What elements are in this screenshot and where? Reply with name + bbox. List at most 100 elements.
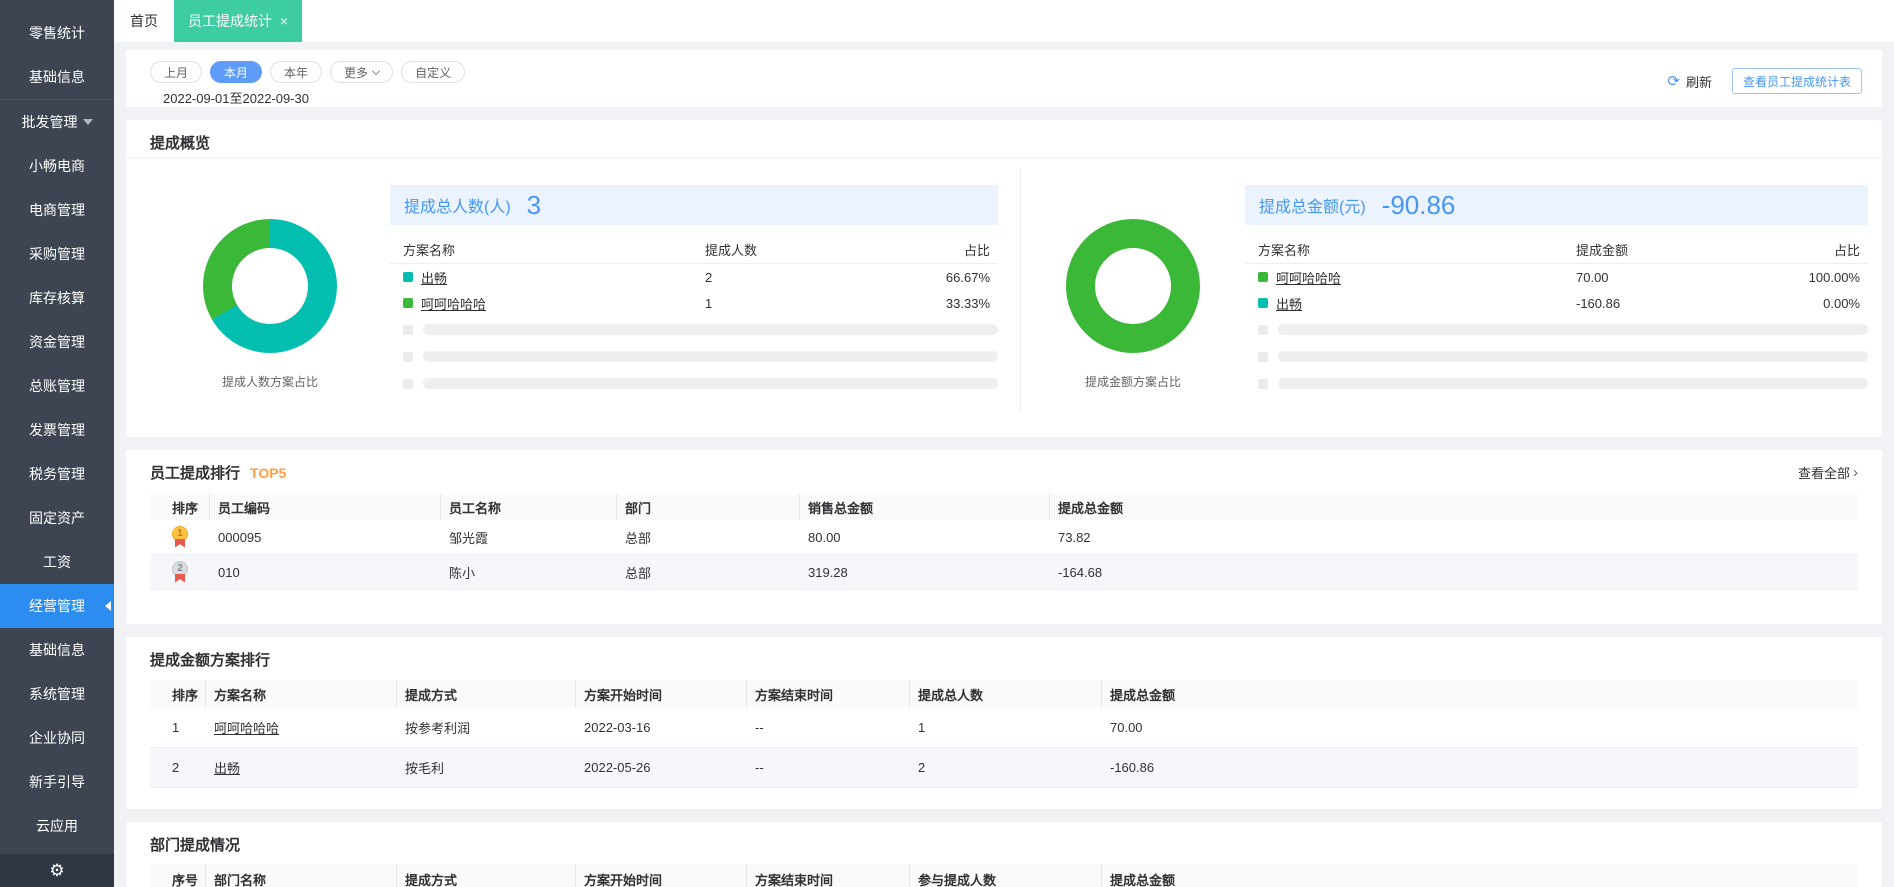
- date-range-text: 2022-09-01至2022-09-30: [163, 91, 309, 106]
- people-stat-label: 提成总人数(人): [404, 199, 511, 216]
- pill-this-year[interactable]: 本年: [270, 61, 323, 83]
- employee-ranking-card: 员工提成排行 TOP5 查看全部 › 排序 员工编码 员工名称 部门 销售总金额…: [126, 450, 1882, 624]
- tab-home[interactable]: 首页: [130, 13, 158, 29]
- view-all-link[interactable]: 查看全部 ›: [1797, 464, 1858, 481]
- sidebar-item-basic-info[interactable]: 基础信息: [29, 642, 85, 658]
- chevron-down-icon: [371, 66, 381, 75]
- filter-actions: ⟳ 刷新 查看员工提成统计表: [1667, 68, 1862, 94]
- table-row: 出畅 2 66.67%: [390, 264, 998, 290]
- sidebar-footer: ⚙: [0, 854, 114, 887]
- table-row: 1 呵呵哈哈哈 按参考利润 2022-03-16 -- 1 70.00: [150, 708, 1858, 748]
- skeleton-row: [1245, 343, 1868, 370]
- people-donut-chart: [203, 219, 337, 353]
- amount-stat-band: 提成总金额(元) -90.86: [1245, 185, 1868, 225]
- amount-stat-label: 提成总金额(元): [1259, 199, 1366, 216]
- sidebar-item-fixed-assets[interactable]: 固定资产: [29, 510, 85, 526]
- table-row: 呵呵哈哈哈 1 33.33%: [390, 290, 998, 316]
- view-commission-table-button[interactable]: 查看员工提成统计表: [1731, 68, 1862, 94]
- chevron-right-icon: ›: [1853, 464, 1858, 481]
- sidebar-item-xiaochang-ecommerce[interactable]: 小畅电商: [29, 158, 85, 174]
- sidebar-item-funds[interactable]: 资金管理: [29, 334, 85, 350]
- close-icon[interactable]: ×: [280, 13, 289, 29]
- skeleton-row: [1245, 370, 1868, 397]
- pill-last-month[interactable]: 上月: [150, 61, 203, 83]
- people-donut-caption: 提成人数方案占比: [221, 375, 318, 389]
- employee-ranking-title: 员工提成排行: [150, 465, 241, 482]
- people-stats-panel: 提成总人数(人) 3 方案名称 提成人数 占比 出畅 2 66.67%: [390, 185, 998, 397]
- date-filter-pills: 上月 本月 本年 更多 自定义: [150, 61, 1862, 83]
- sidebar-item-business-mgmt-active[interactable]: 经营管理: [0, 584, 114, 628]
- sidebar-item-beginner-guide[interactable]: 新手引导: [29, 774, 85, 790]
- table-header-row: 排序 方案名称 提成方式 方案开始时间 方案结束时间 提成总人数 提成总金额: [150, 680, 1858, 708]
- gold-medal-icon: 1: [172, 525, 189, 549]
- top5-badge: TOP5: [250, 464, 287, 481]
- people-stat-band: 提成总人数(人) 3: [390, 185, 998, 225]
- plan-link[interactable]: 呵呵哈哈哈: [214, 721, 280, 736]
- plan-ranking-card: 提成金额方案排行 排序 方案名称 提成方式 方案开始时间 方案结束时间 提成总人…: [126, 637, 1882, 809]
- legend-swatch: [403, 272, 413, 282]
- legend-swatch: [1258, 298, 1268, 308]
- sidebar-item-retail-stats[interactable]: 零售统计: [29, 25, 85, 41]
- sidebar-item-cloud-apps[interactable]: 云应用: [36, 818, 78, 834]
- sidebar-item-ecommerce[interactable]: 电商管理: [29, 202, 85, 218]
- people-plan-table: 方案名称 提成人数 占比 出畅 2 66.67% 呵呵哈哈哈 1 33.: [390, 235, 998, 397]
- skeleton-row: [390, 370, 998, 397]
- plan-ranking-title: 提成金额方案排行: [150, 652, 271, 669]
- table-row: 呵呵哈哈哈 70.00 100.00%: [1245, 264, 1868, 290]
- sidebar-item-wholesale[interactable]: 批发管理: [0, 100, 114, 144]
- skeleton-row: [1245, 316, 1868, 343]
- employee-ranking-table: 排序 员工编码 员工名称 部门 销售总金额 提成总金额 1 000095 邹光霞…: [150, 494, 1858, 590]
- commission-overview-card: 提成概览 提成人数方案占比 提成总人数(人) 3 方案名称 提成人数 占比: [126, 120, 1882, 437]
- table-header-row: 序号 部门名称 提成方式 方案开始时间 方案结束时间 参与提成人数 提成总金额: [150, 864, 1858, 887]
- pill-custom[interactable]: 自定义: [401, 61, 466, 83]
- amount-donut-caption: 提成金额方案占比: [1084, 375, 1181, 389]
- plan-link[interactable]: 出畅: [1276, 296, 1303, 312]
- sidebar-item-basic-info-top[interactable]: 基础信息: [29, 69, 85, 85]
- amount-plan-table: 方案名称 提成金额 占比 呵呵哈哈哈 70.00 100.00% 出畅 -160…: [1245, 235, 1868, 397]
- pill-this-month[interactable]: 本月: [210, 61, 263, 83]
- sidebar-item-tax[interactable]: 税务管理: [29, 466, 85, 482]
- table-row: 2 010 陈小 总部 319.28 -164.68: [150, 555, 1858, 590]
- amount-stat-value: -90.86: [1381, 189, 1456, 220]
- chevron-down-icon: [82, 119, 93, 125]
- people-stat-value: 3: [526, 189, 542, 220]
- sidebar-item-salary[interactable]: 工资: [43, 554, 71, 570]
- sidebar-item-enterprise-collab[interactable]: 企业协同: [29, 730, 85, 746]
- plan-link[interactable]: 出畅: [421, 270, 448, 286]
- sidebar: 零售统计 基础信息 批发管理 小畅电商 电商管理 采购管理 库存核算 资金管理 …: [0, 0, 114, 887]
- refresh-button[interactable]: ⟳ 刷新: [1667, 72, 1712, 90]
- sidebar-divider: [0, 99, 114, 100]
- table-header-row: 方案名称 提成金额 占比: [1245, 235, 1868, 264]
- department-table: 序号 部门名称 提成方式 方案开始时间 方案结束时间 参与提成人数 提成总金额: [150, 864, 1858, 887]
- sidebar-item-ledger[interactable]: 总账管理: [29, 378, 85, 394]
- skeleton-row: [390, 343, 998, 370]
- overview-title: 提成概览: [150, 135, 211, 152]
- sidebar-item-system-mgmt[interactable]: 系统管理: [29, 686, 85, 702]
- table-row: 1 000095 邹光霞 总部 80.00 73.82: [150, 520, 1858, 555]
- department-title: 部门提成情况: [150, 837, 241, 854]
- tab-employee-commission-stats[interactable]: 员工提成统计 ×: [174, 0, 303, 42]
- refresh-icon: ⟳: [1667, 72, 1680, 90]
- page-content: 上月 本月 本年 更多 自定义 2022-09-01至2022-09-30 ⟳ …: [114, 42, 1894, 887]
- legend-swatch: [403, 298, 413, 308]
- skeleton-row: [390, 316, 998, 343]
- tab-bar: 首页 员工提成统计 ×: [114, 0, 1894, 42]
- plan-link[interactable]: 呵呵哈哈哈: [1276, 270, 1342, 286]
- sidebar-item-invoice[interactable]: 发票管理: [29, 422, 85, 438]
- legend-swatch: [1258, 272, 1268, 282]
- department-commission-card: 部门提成情况 序号 部门名称 提成方式 方案开始时间 方案结束时间 参与提成人数…: [126, 822, 1882, 887]
- gear-icon[interactable]: ⚙: [49, 861, 65, 880]
- plan-ranking-table: 排序 方案名称 提成方式 方案开始时间 方案结束时间 提成总人数 提成总金额 1…: [150, 680, 1858, 788]
- amount-donut-chart: [1066, 219, 1200, 353]
- table-row: 2 出畅 按毛利 2022-05-26 -- 2 -160.86: [150, 748, 1858, 788]
- plan-link[interactable]: 呵呵哈哈哈: [421, 296, 487, 312]
- sidebar-item-inventory[interactable]: 库存核算: [29, 290, 85, 306]
- tab-label: 员工提成统计: [188, 13, 272, 29]
- main-area: 首页 员工提成统计 × 上月 本月 本年 更多 自定义 2022-09-01至2…: [114, 0, 1894, 887]
- pill-more[interactable]: 更多: [330, 61, 394, 83]
- sidebar-item-purchasing[interactable]: 采购管理: [29, 246, 85, 262]
- plan-link[interactable]: 出畅: [214, 761, 241, 776]
- arrow-left-icon: [105, 601, 111, 611]
- table-row: 出畅 -160.86 0.00%: [1245, 290, 1868, 316]
